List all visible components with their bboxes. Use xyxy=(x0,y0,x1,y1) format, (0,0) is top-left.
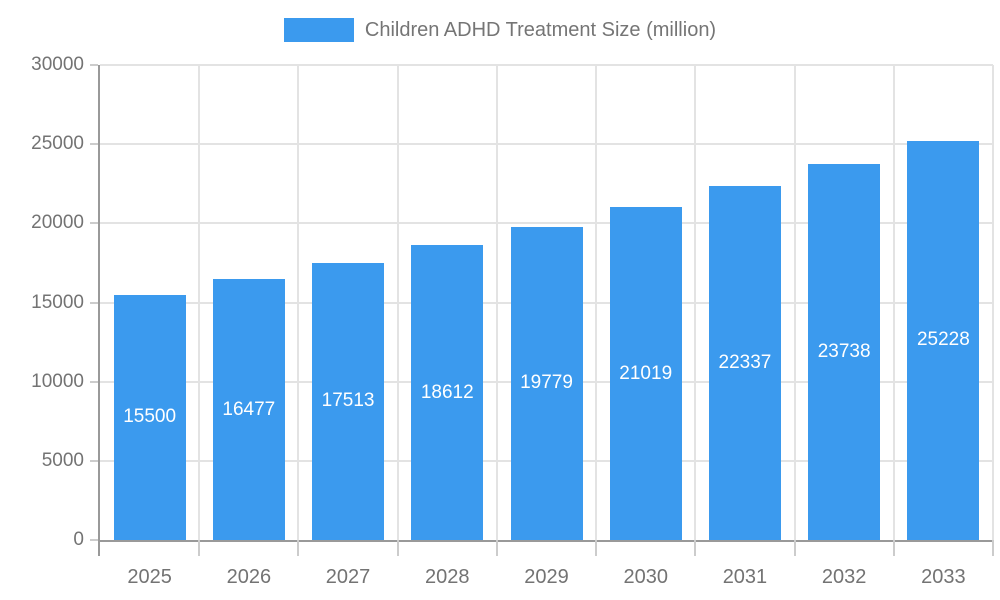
x-tick-label: 2031 xyxy=(722,566,768,588)
v-gridline xyxy=(595,65,598,540)
bar-value-label: 25228 xyxy=(916,329,970,351)
bar[interactable]: 22337 xyxy=(708,186,781,540)
bar[interactable]: 15500 xyxy=(113,294,186,540)
y-tick-label: 0 xyxy=(73,529,84,550)
h-gridline xyxy=(100,64,993,66)
x-tick-label: 2028 xyxy=(425,566,470,588)
y-tick-label: 10000 xyxy=(31,370,84,392)
bar[interactable]: 25228 xyxy=(907,140,980,540)
bar-value-label: 23738 xyxy=(817,341,871,363)
y-axis-tick xyxy=(90,539,98,541)
x-axis-tick xyxy=(495,540,498,556)
y-axis-tick xyxy=(90,459,98,462)
y-tick-label: 20000 xyxy=(31,212,84,234)
legend-swatch-icon xyxy=(283,18,354,42)
bar-value-label: 21019 xyxy=(619,362,673,384)
x-axis-tick xyxy=(595,540,598,556)
v-gridline xyxy=(198,65,201,540)
v-gridline xyxy=(396,65,399,540)
bar-value-label: 17513 xyxy=(321,390,375,412)
v-gridline xyxy=(793,65,796,540)
v-gridline xyxy=(992,65,994,540)
bar-value-label: 22337 xyxy=(718,352,772,374)
x-tick-label: 2029 xyxy=(524,566,569,588)
bar-value-label: 15500 xyxy=(123,406,177,428)
bar[interactable]: 19779 xyxy=(510,226,583,540)
bar[interactable]: 17513 xyxy=(312,262,385,540)
y-axis-tick xyxy=(90,222,98,225)
x-tick-label: 2026 xyxy=(226,566,272,588)
bar-value-label: 16477 xyxy=(222,398,276,420)
y-tick-label: 25000 xyxy=(31,133,84,155)
x-tick-label: 2027 xyxy=(325,566,371,588)
chart-legend[interactable]: Children ADHD Treatment Size (million) xyxy=(0,17,1000,43)
bar[interactable]: 16477 xyxy=(212,279,285,540)
y-axis-line xyxy=(98,65,100,556)
y-tick-label: 15000 xyxy=(31,291,84,313)
y-axis-tick xyxy=(90,64,98,66)
x-tick-label: 2030 xyxy=(623,566,668,588)
x-axis-tick xyxy=(694,540,697,556)
y-axis-tick xyxy=(90,301,98,304)
h-gridline xyxy=(100,143,993,146)
v-gridline xyxy=(892,65,895,540)
x-tick-label: 2025 xyxy=(127,566,172,588)
y-tick-label: 5000 xyxy=(41,449,84,471)
x-axis-tick xyxy=(793,540,796,556)
x-tick-label: 2033 xyxy=(921,566,966,588)
bar[interactable]: 21019 xyxy=(609,207,682,540)
x-axis-tick xyxy=(297,540,300,556)
bar[interactable]: 18612 xyxy=(411,245,484,540)
x-axis-tick xyxy=(892,540,895,556)
v-gridline xyxy=(495,65,498,540)
bar-value-label: 19779 xyxy=(520,372,573,394)
y-axis-tick xyxy=(90,380,98,383)
y-axis-tick xyxy=(90,143,98,146)
v-gridline xyxy=(297,65,300,540)
legend-label: Children ADHD Treatment Size (million) xyxy=(364,19,717,41)
x-tick-label: 2032 xyxy=(821,566,867,588)
x-axis-tick xyxy=(992,540,994,556)
x-axis-line xyxy=(98,540,993,542)
v-gridline xyxy=(694,65,697,540)
y-tick-label: 30000 xyxy=(31,54,84,75)
x-axis-tick xyxy=(198,540,201,556)
bar[interactable]: 23738 xyxy=(808,164,881,540)
h-gridline xyxy=(100,222,993,225)
x-axis-tick xyxy=(396,540,399,556)
bar-value-label: 18612 xyxy=(420,381,474,403)
